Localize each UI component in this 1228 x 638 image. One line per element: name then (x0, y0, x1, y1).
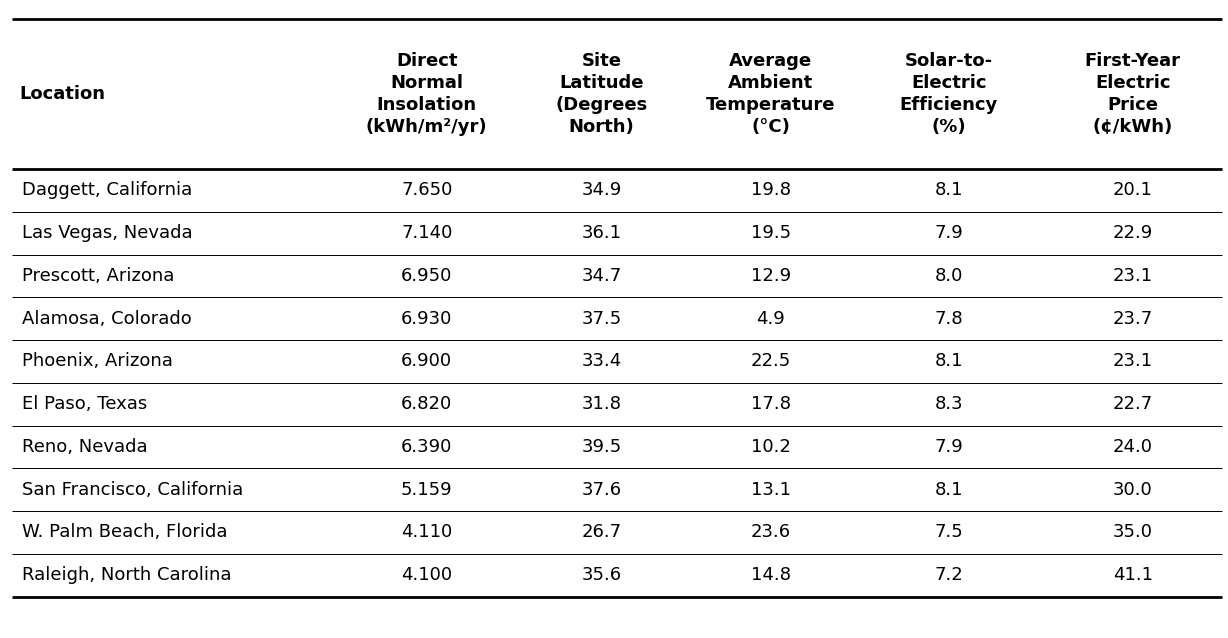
Text: Raleigh, North Carolina: Raleigh, North Carolina (22, 566, 232, 584)
Text: 30.0: 30.0 (1113, 480, 1153, 499)
Text: Average
Ambient
Temperature
(°C): Average Ambient Temperature (°C) (706, 52, 835, 137)
Text: 7.9: 7.9 (935, 438, 963, 456)
Text: 22.5: 22.5 (750, 352, 791, 371)
Text: 6.930: 6.930 (402, 309, 452, 328)
Text: 8.3: 8.3 (935, 395, 963, 413)
Text: 22.9: 22.9 (1113, 224, 1153, 242)
Text: 24.0: 24.0 (1113, 438, 1153, 456)
Text: 19.5: 19.5 (750, 224, 791, 242)
Text: Prescott, Arizona: Prescott, Arizona (22, 267, 174, 285)
Text: 6.950: 6.950 (402, 267, 452, 285)
Text: 23.1: 23.1 (1113, 352, 1153, 371)
Text: 36.1: 36.1 (582, 224, 621, 242)
Text: 37.6: 37.6 (582, 480, 621, 499)
Text: 35.0: 35.0 (1113, 523, 1153, 542)
Text: 17.8: 17.8 (750, 395, 791, 413)
Text: 4.100: 4.100 (402, 566, 452, 584)
Text: Solar-to-
Electric
Efficiency
(%): Solar-to- Electric Efficiency (%) (899, 52, 998, 137)
Text: 7.140: 7.140 (402, 224, 452, 242)
Text: Phoenix, Arizona: Phoenix, Arizona (22, 352, 173, 371)
Text: Site
Latitude
(Degrees
North): Site Latitude (Degrees North) (555, 52, 648, 137)
Text: 8.1: 8.1 (935, 480, 963, 499)
Text: 7.9: 7.9 (935, 224, 963, 242)
Text: 26.7: 26.7 (582, 523, 621, 542)
Text: First-Year
Electric
Price
(¢/kWh): First-Year Electric Price (¢/kWh) (1084, 52, 1181, 137)
Text: 6.900: 6.900 (402, 352, 452, 371)
Text: Direct
Normal
Insolation
(kWh/m²/yr): Direct Normal Insolation (kWh/m²/yr) (366, 52, 488, 137)
Text: Alamosa, Colorado: Alamosa, Colorado (22, 309, 192, 328)
Text: 22.7: 22.7 (1113, 395, 1153, 413)
Text: 33.4: 33.4 (582, 352, 621, 371)
Text: 23.1: 23.1 (1113, 267, 1153, 285)
Text: 10.2: 10.2 (750, 438, 791, 456)
Text: 37.5: 37.5 (582, 309, 621, 328)
Text: San Francisco, California: San Francisco, California (22, 480, 243, 499)
Text: Location: Location (20, 85, 106, 103)
Text: 35.6: 35.6 (582, 566, 621, 584)
Text: 19.8: 19.8 (750, 181, 791, 200)
Text: 34.9: 34.9 (582, 181, 621, 200)
Text: 4.110: 4.110 (402, 523, 452, 542)
Text: 13.1: 13.1 (750, 480, 791, 499)
Text: Las Vegas, Nevada: Las Vegas, Nevada (22, 224, 193, 242)
Text: 31.8: 31.8 (582, 395, 621, 413)
Text: 23.6: 23.6 (750, 523, 791, 542)
Text: 14.8: 14.8 (750, 566, 791, 584)
Text: 23.7: 23.7 (1113, 309, 1153, 328)
Text: W. Palm Beach, Florida: W. Palm Beach, Florida (22, 523, 227, 542)
Text: 20.1: 20.1 (1113, 181, 1153, 200)
Text: 41.1: 41.1 (1113, 566, 1153, 584)
Text: 12.9: 12.9 (750, 267, 791, 285)
Text: Daggett, California: Daggett, California (22, 181, 193, 200)
Text: 7.8: 7.8 (935, 309, 963, 328)
Text: 7.2: 7.2 (935, 566, 963, 584)
Text: 7.5: 7.5 (935, 523, 963, 542)
Text: 34.7: 34.7 (582, 267, 621, 285)
Text: 5.159: 5.159 (400, 480, 453, 499)
Text: 8.0: 8.0 (935, 267, 963, 285)
Text: Reno, Nevada: Reno, Nevada (22, 438, 147, 456)
Text: 8.1: 8.1 (935, 181, 963, 200)
Text: 7.650: 7.650 (402, 181, 452, 200)
Text: 39.5: 39.5 (582, 438, 621, 456)
Text: 8.1: 8.1 (935, 352, 963, 371)
Text: 4.9: 4.9 (756, 309, 785, 328)
Text: 6.390: 6.390 (402, 438, 452, 456)
Text: 6.820: 6.820 (402, 395, 452, 413)
Text: El Paso, Texas: El Paso, Texas (22, 395, 147, 413)
